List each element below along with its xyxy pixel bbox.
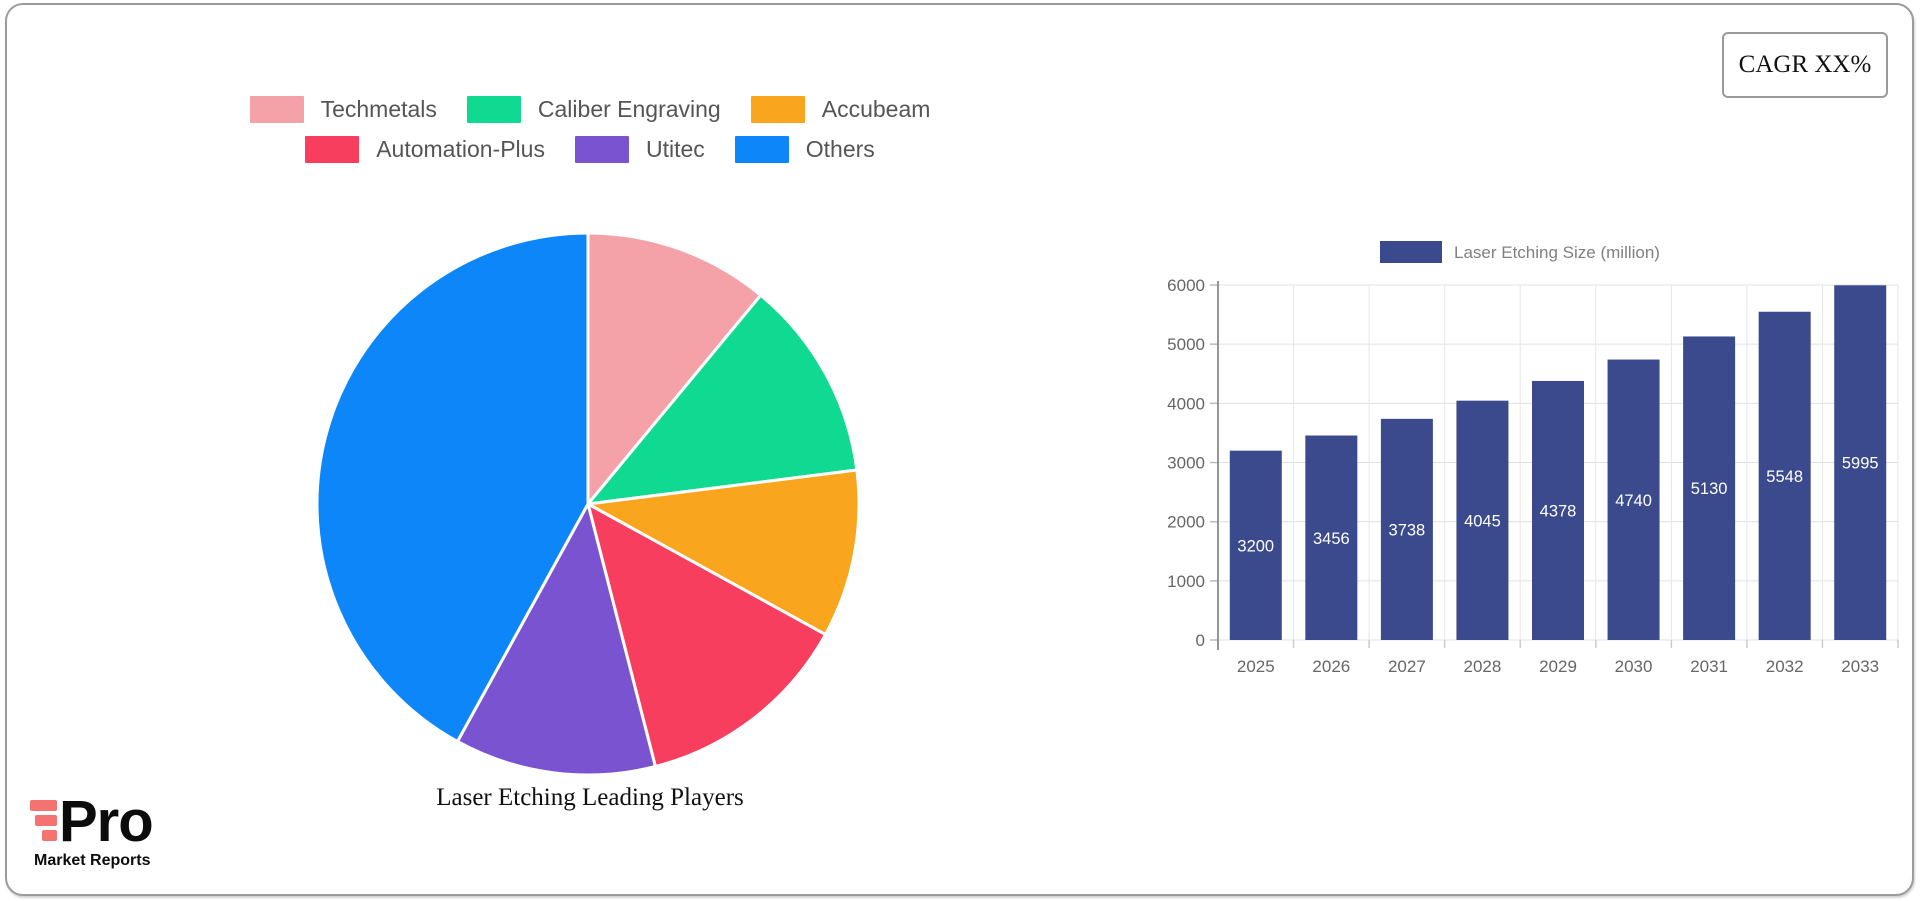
legend-swatch-accubeam	[750, 96, 805, 123]
x-axis-tick-label-2027: 2027	[1388, 657, 1426, 676]
bar-2025	[1229, 450, 1282, 640]
pie-legend-row-2: Automation-Plus Utitec Others	[305, 136, 875, 163]
pie-slice-others	[315, 231, 590, 743]
pie-legend-item-others: Others	[734, 136, 875, 163]
pie-slice-caliber-engraving	[586, 293, 859, 506]
legend-label-caliber-engraving: Caliber Engraving	[537, 96, 721, 122]
bar-value-label-2028: 4045	[1464, 512, 1501, 530]
legend-label-techmetals: Techmetals	[320, 96, 437, 122]
legend-swatch-others	[734, 136, 789, 163]
x-axis-tick-label-2033: 2033	[1841, 657, 1879, 676]
pie-legend-row-1: Techmetals Caliber Engraving Accubeam	[249, 96, 931, 123]
y-axis-tick-label: 4000	[1167, 394, 1205, 413]
bar-2026	[1305, 435, 1358, 640]
y-axis-tick-label: 2000	[1167, 513, 1205, 532]
bar-value-label-2029: 4378	[1540, 502, 1577, 520]
logo-brand-text: Pro	[59, 789, 154, 854]
pie-legend-item-caliber-engraving: Caliber Engraving	[466, 96, 721, 123]
bar-value-label-2025: 3200	[1237, 537, 1274, 555]
pie-legend: Techmetals Caliber Engraving Accubeam Auto…	[40, 96, 1140, 163]
pie-chart	[310, 226, 866, 782]
cagr-label: CAGR XX%	[1738, 51, 1872, 78]
x-axis-tick-label-2030: 2030	[1615, 657, 1653, 676]
bar-value-label-2031: 5130	[1691, 480, 1728, 498]
pie-slice-automation-plus	[586, 502, 827, 768]
bar-2028	[1456, 400, 1509, 640]
legend-label-utitec: Utitec	[645, 136, 705, 162]
brand-logo: Pro Market Reports	[30, 789, 290, 870]
bar-value-label-2032: 5548	[1766, 468, 1803, 486]
logo-mark: Pro	[30, 789, 290, 854]
y-axis-tick-label: 3000	[1167, 454, 1205, 473]
x-axis-tick-label-2032: 2032	[1766, 657, 1804, 676]
cagr-badge: CAGR XX%	[1722, 32, 1888, 98]
bar-value-label-2030: 4740	[1615, 492, 1652, 510]
legend-label-accubeam: Accubeam	[821, 96, 931, 122]
legend-label-automation-plus: Automation-Plus	[376, 136, 545, 162]
y-axis-tick-label: 6000	[1167, 276, 1205, 295]
y-axis-tick-label: 0	[1196, 631, 1205, 650]
pie-legend-item-accubeam: Accubeam	[750, 96, 931, 123]
y-axis-tick-label: 5000	[1167, 335, 1205, 354]
logo-bars-icon	[30, 800, 57, 842]
legend-label-others: Others	[805, 136, 875, 162]
legend-swatch-techmetals	[249, 96, 304, 123]
logo-subtitle: Market Reports	[34, 852, 151, 870]
y-axis-tick-label: 1000	[1167, 572, 1205, 591]
pie-legend-item-automation-plus: Automation-Plus	[305, 136, 545, 163]
x-axis-tick-label-2026: 2026	[1312, 657, 1350, 676]
legend-swatch-caliber-engraving	[466, 96, 521, 123]
bar-2029	[1532, 380, 1584, 640]
pie-slice-accubeam	[586, 468, 861, 637]
x-axis-tick-label-2028: 2028	[1464, 657, 1502, 676]
bar-2032	[1758, 311, 1811, 640]
pie-legend-item-utitec: Utitec	[574, 136, 705, 163]
bar-value-label-2026: 3456	[1313, 530, 1350, 548]
bar-legend-label: Laser Etching Size (million)	[1454, 243, 1660, 262]
pie-chart-title: Laser Etching Leading Players	[436, 784, 744, 811]
x-axis-tick-label-2029: 2029	[1539, 657, 1577, 676]
bar-2033	[1834, 285, 1887, 640]
x-axis-tick-label-2031: 2031	[1690, 657, 1728, 676]
bar-value-label-2027: 3738	[1389, 521, 1426, 539]
bar-2030	[1607, 359, 1660, 640]
pie-slice-techmetals	[586, 231, 763, 506]
bar-2027	[1380, 418, 1433, 640]
legend-swatch-automation-plus	[305, 136, 360, 163]
x-axis-tick-label-2025: 2025	[1237, 657, 1275, 676]
bar-chart: Laser Etching Size (million) 0 1000 2000 300…	[1140, 225, 1920, 705]
pie-legend-item-techmetals: Techmetals	[249, 96, 437, 123]
pie-slice-utitec	[455, 502, 657, 777]
bar-value-label-2033: 5995	[1842, 455, 1879, 473]
bar-legend-swatch	[1380, 241, 1442, 263]
bar-2031	[1683, 336, 1736, 640]
legend-swatch-utitec	[574, 136, 629, 163]
